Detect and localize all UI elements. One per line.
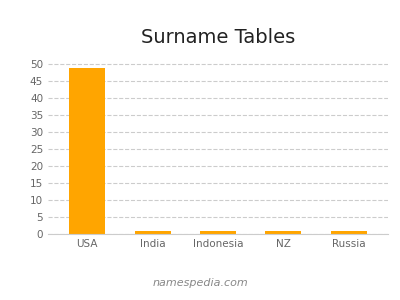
Bar — [135, 231, 170, 234]
Bar — [331, 231, 367, 234]
Title: Surname Tables: Surname Tables — [141, 28, 295, 47]
Text: namespedia.com: namespedia.com — [152, 278, 248, 288]
Bar — [200, 231, 236, 234]
Bar — [266, 231, 301, 234]
Bar — [69, 68, 105, 234]
